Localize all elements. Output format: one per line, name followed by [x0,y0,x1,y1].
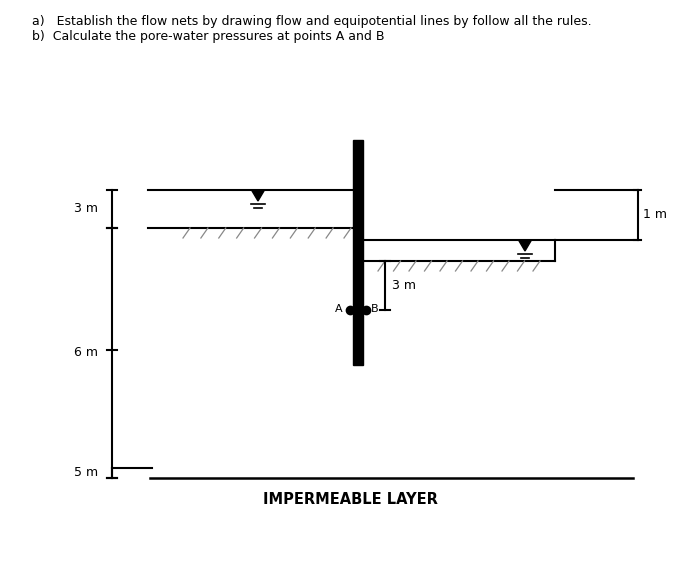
Text: 1 m: 1 m [643,209,667,221]
Polygon shape [519,240,531,251]
Text: b)  Calculate the pore-water pressures at points A and B: b) Calculate the pore-water pressures at… [32,30,384,43]
Text: 6 m: 6 m [74,346,98,360]
Text: a)   Establish the flow nets by drawing flow and equipotential lines by follow a: a) Establish the flow nets by drawing fl… [32,15,592,28]
Text: B: B [371,304,379,314]
Text: 5 m: 5 m [74,466,98,480]
Text: A: A [335,304,343,314]
Polygon shape [251,190,265,201]
Text: 3 m: 3 m [74,202,98,216]
Text: IMPERMEABLE LAYER: IMPERMEABLE LAYER [262,492,438,507]
Polygon shape [353,140,363,365]
Text: 3 m: 3 m [392,279,416,292]
